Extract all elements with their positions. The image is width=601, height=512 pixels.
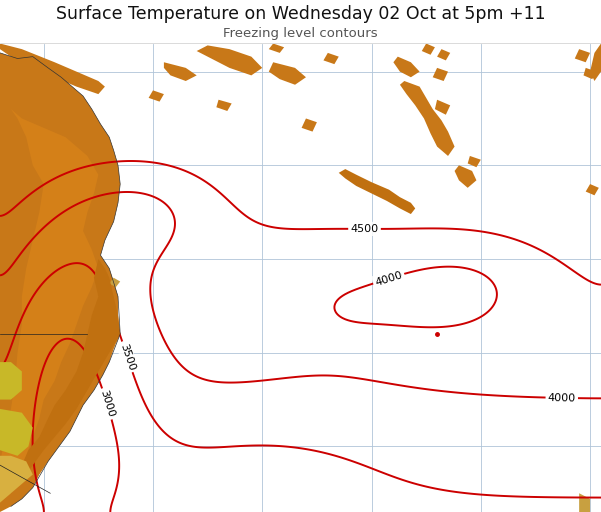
- Polygon shape: [323, 53, 339, 64]
- Polygon shape: [0, 109, 99, 503]
- Text: Freezing level contours: Freezing level contours: [223, 28, 378, 40]
- Polygon shape: [148, 90, 164, 101]
- Polygon shape: [0, 44, 105, 94]
- Polygon shape: [197, 46, 262, 75]
- Polygon shape: [11, 259, 120, 493]
- Polygon shape: [575, 49, 590, 62]
- Text: 3000: 3000: [98, 389, 116, 419]
- Polygon shape: [435, 100, 450, 115]
- Polygon shape: [269, 62, 306, 85]
- Polygon shape: [586, 184, 599, 195]
- Polygon shape: [584, 68, 597, 79]
- Polygon shape: [302, 118, 317, 132]
- Polygon shape: [0, 409, 33, 456]
- Polygon shape: [269, 44, 284, 53]
- Text: 3500: 3500: [118, 342, 136, 372]
- Polygon shape: [216, 100, 231, 111]
- Polygon shape: [109, 278, 120, 287]
- Polygon shape: [400, 81, 454, 156]
- Text: 4000: 4000: [374, 270, 404, 288]
- Polygon shape: [394, 57, 419, 77]
- Text: 4000: 4000: [548, 393, 576, 403]
- Polygon shape: [164, 62, 197, 81]
- Polygon shape: [579, 493, 590, 512]
- Polygon shape: [0, 456, 33, 503]
- Polygon shape: [0, 53, 120, 512]
- Polygon shape: [468, 156, 481, 167]
- Polygon shape: [437, 49, 450, 60]
- Polygon shape: [422, 44, 435, 55]
- Polygon shape: [339, 169, 415, 214]
- Text: Surface Temperature on Wednesday 02 Oct at 5pm +11: Surface Temperature on Wednesday 02 Oct …: [56, 5, 545, 23]
- Polygon shape: [0, 362, 22, 399]
- Polygon shape: [590, 44, 601, 81]
- Polygon shape: [433, 68, 448, 81]
- Text: 4500: 4500: [350, 224, 379, 234]
- Polygon shape: [454, 165, 477, 188]
